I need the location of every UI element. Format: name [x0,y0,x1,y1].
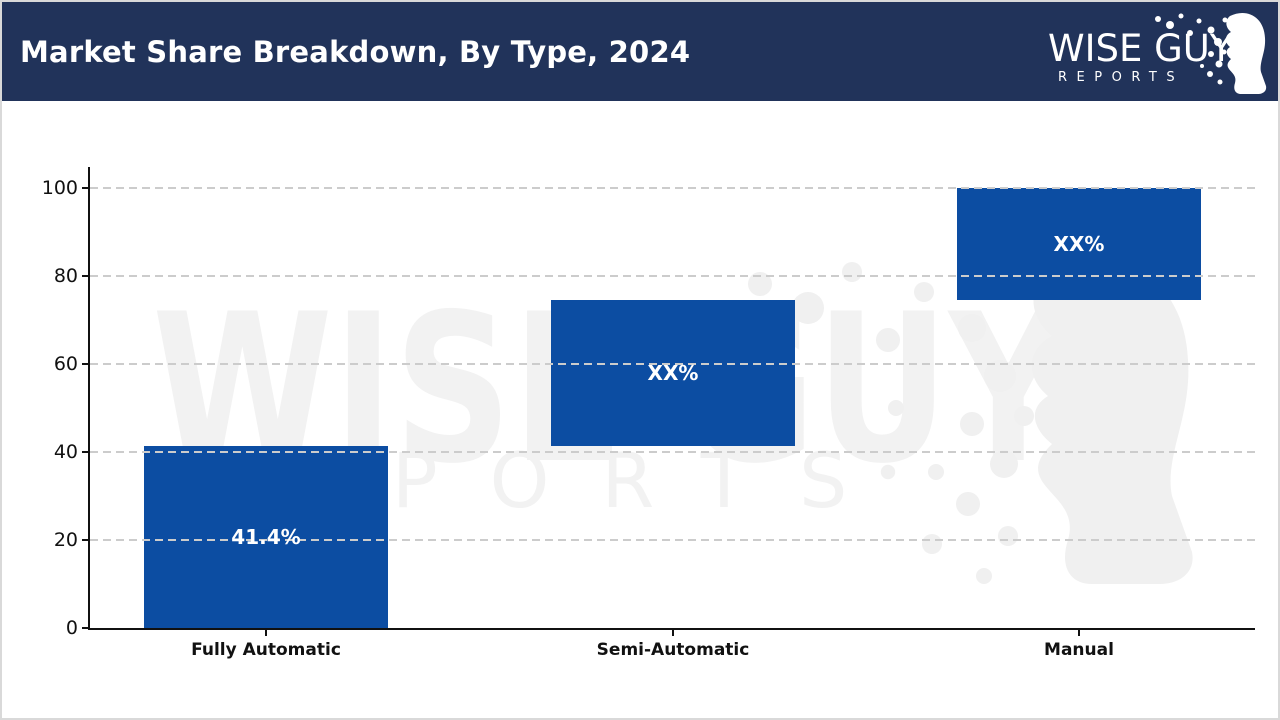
x-tick-mark [672,628,674,636]
grid-line [90,539,1255,541]
y-tick-label: 100 [41,177,78,199]
chart-title: Market Share Breakdown, By Type, 2024 [20,34,691,69]
watermark-head-icon [748,259,1193,584]
bar-semi-automatic [551,300,795,446]
y-tick-mark [82,187,90,189]
header-bar: Market Share Breakdown, By Type, 2024 WI… [2,2,1278,101]
grid-line [90,187,1255,189]
y-tick-label: 40 [53,441,78,463]
x-tick-mark [265,628,267,636]
x-tick-mark [1078,628,1080,636]
grid-line [90,363,1255,365]
y-tick-mark [82,539,90,541]
x-axis-label: Manual [1044,640,1114,660]
wise-guy-reports-logo: WISE GUY REPORTS [1048,12,1267,94]
bar-manual [957,188,1201,301]
y-tick-label: 60 [53,353,78,375]
y-tick-label: 0 [65,617,78,639]
y-tick-label: 80 [53,265,78,287]
x-axis-label: Semi-Automatic [596,640,750,660]
y-axis-line [88,167,90,630]
bar-value-label: XX% [1053,232,1105,257]
x-axis-label: Fully Automatic [191,640,341,660]
logo-head-icon [1155,12,1267,94]
bar-fully-automatic [144,445,388,628]
y-tick-label: 20 [53,529,78,551]
logo-wordmark: WISE GUY [1048,27,1233,70]
y-tick-mark [82,627,90,629]
grid-line [90,451,1255,453]
y-tick-mark [82,363,90,365]
bar-value-label: XX% [647,361,699,386]
y-tick-mark [82,275,90,277]
logo-subtext: REPORTS [1058,70,1184,85]
y-tick-mark [82,451,90,453]
bar-value-label: 41.4% [231,524,301,549]
x-axis-line [88,628,1255,630]
grid-line [90,275,1255,277]
